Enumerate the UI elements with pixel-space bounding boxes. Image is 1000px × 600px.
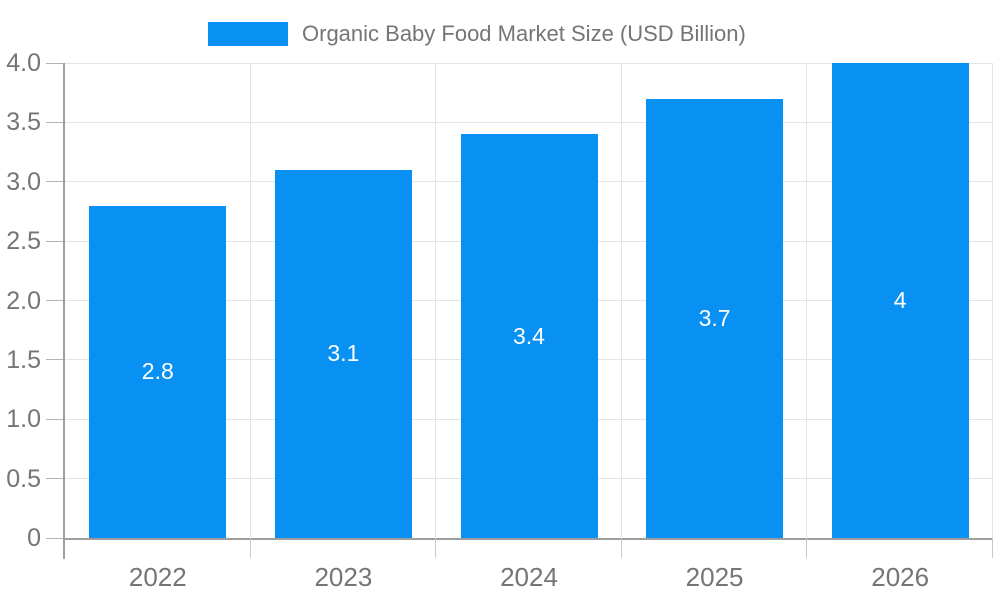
plot-area: 0 0.5 1.0 1.5 2.0 2.5 3.0 3.5 4.0 2.8 2022 3.1 2023 3… [6, 49, 993, 592]
y-axis-tick [46, 537, 63, 539]
y-tick-label: 0 [27, 524, 41, 552]
x-tick-label: 2026 [871, 562, 930, 592]
h-gridline [65, 121, 993, 123]
x-axis-tick [620, 538, 622, 558]
h-gridline [65, 62, 993, 64]
x-axis-tick [63, 538, 65, 558]
y-axis-tick [46, 181, 63, 183]
x-axis-tick [992, 538, 993, 558]
x-axis-line [63, 538, 993, 540]
y-axis-tick [46, 478, 63, 480]
y-axis-tick [46, 359, 63, 361]
bar: 3.4 [460, 134, 598, 538]
y-axis-tick [46, 62, 63, 64]
y-axis-line [63, 63, 65, 559]
legend-swatch [208, 22, 288, 46]
legend-label: Organic Baby Food Market Size (USD Billi… [302, 21, 746, 46]
y-tick-label: 3.5 [6, 108, 41, 137]
x-tick-label: 2025 [685, 562, 744, 592]
y-tick-label: 3.0 [6, 167, 41, 196]
bar: 2.8 [89, 205, 227, 538]
bar-value-label: 4 [893, 287, 907, 313]
bar-value-label: 2.8 [141, 358, 174, 385]
y-tick-label: 1.5 [6, 345, 41, 374]
bar-value-label: 3.1 [327, 340, 360, 367]
y-axis-tick [46, 240, 63, 242]
bar: 3.7 [646, 98, 784, 538]
y-tick-label: 0.5 [6, 464, 41, 493]
x-tick-label: 2022 [128, 562, 187, 592]
x-tick-label: 2023 [314, 562, 373, 592]
v-gridline [435, 63, 437, 538]
y-axis-tick [46, 121, 63, 123]
x-axis-tick [806, 538, 808, 558]
y-tick-label: 2.5 [6, 227, 41, 256]
y-tick-label: 2.0 [6, 286, 41, 315]
y-tick-label: 1.0 [6, 405, 41, 434]
bar-value-label: 3.7 [698, 304, 731, 331]
v-gridline [806, 63, 808, 538]
bar-value-label: 3.4 [513, 322, 545, 349]
y-tick-label: 4.0 [6, 49, 41, 77]
y-axis-tick [46, 418, 63, 420]
bar: 4 [831, 63, 969, 538]
x-axis-tick [435, 538, 437, 558]
v-gridline [249, 63, 251, 538]
v-gridline [620, 63, 622, 538]
x-tick-label: 2024 [500, 562, 558, 592]
v-gridline [992, 63, 993, 538]
legend[interactable]: Organic Baby Food Market Size (USD Billi… [208, 21, 746, 47]
bar: 3.1 [274, 169, 412, 538]
y-axis-tick [46, 300, 63, 301]
x-axis-tick [249, 538, 251, 558]
